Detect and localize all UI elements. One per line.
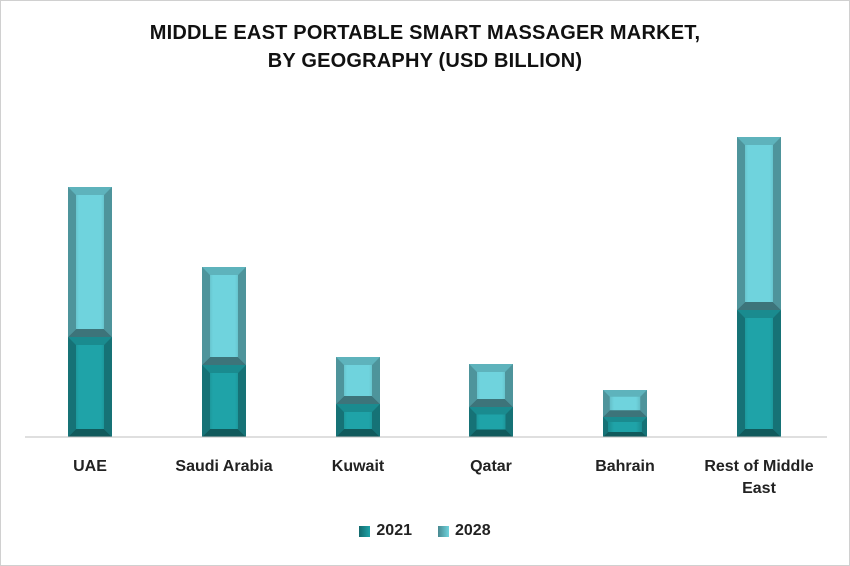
bar-bevel-right: [104, 187, 112, 337]
legend: 2021 2028: [1, 522, 849, 540]
legend-swatch-2021: [359, 525, 371, 537]
bar-bevel-right: [104, 337, 112, 437]
bar-bevel-bottom: [603, 410, 647, 417]
x-tick-label-bahrain: Bahrain: [595, 458, 655, 475]
x-tick-label-qatar: Qatar: [470, 458, 512, 475]
legend-item-2021: 2021: [359, 522, 412, 540]
bar-2028-kuwait: [336, 357, 380, 404]
bar-bevel-top: [68, 337, 112, 345]
bar-bevel-bottom: [202, 429, 246, 437]
x-tick-label-uae: UAE: [73, 458, 107, 475]
bar-bevel-right: [773, 137, 781, 310]
bar-2028-saudi-arabia: [202, 267, 246, 365]
bar-bevel-bottom: [336, 396, 380, 404]
bar-bevel-left: [68, 187, 76, 337]
bar-2021-bahrain: [603, 417, 647, 437]
bar-bevel-bottom: [469, 429, 513, 437]
bar-bevel-top: [737, 137, 781, 145]
bar-bevel-right: [773, 310, 781, 437]
chart-title-line-1: MIDDLE EAST PORTABLE SMART MASSAGER MARK…: [149, 22, 701, 44]
bar-2028-uae: [68, 187, 112, 337]
legend-item-2028: 2028: [438, 522, 491, 540]
bar-bevel-left: [603, 417, 608, 437]
bar-bevel-left: [737, 137, 745, 310]
bar-bevel-bottom: [202, 357, 246, 365]
bar-2021-kuwait: [336, 404, 380, 437]
bar-bevel-top: [336, 404, 380, 412]
bars-layer: [68, 137, 781, 437]
bar-bevel-bottom: [68, 329, 112, 337]
bar-bevel-left: [202, 267, 210, 365]
bar-bevel-bottom: [336, 429, 380, 437]
bar-2028-qatar: [469, 364, 513, 407]
bar-bevel-left: [469, 364, 477, 407]
bar-bevel-left: [202, 365, 210, 437]
legend-label-2028: 2028: [455, 522, 491, 539]
bar-2028-rest-of-middle-east: [737, 137, 781, 310]
bar-bevel-bottom: [68, 429, 112, 437]
bar-bevel-right: [505, 407, 513, 437]
bar-bevel-right: [372, 357, 380, 404]
x-tick-label-saudi-arabia: Saudi Arabia: [175, 458, 272, 475]
bar-bevel-top: [469, 407, 513, 415]
bar-bevel-top: [603, 417, 647, 422]
bar-bevel-top: [202, 267, 246, 275]
bar-2028-bahrain: [603, 390, 647, 417]
bar-bevel-right: [505, 364, 513, 407]
bar-bevel-top: [336, 357, 380, 365]
x-tick-labels: UAE Saudi Arabia Kuwait Qatar Bahrain Rest of…: [73, 458, 814, 497]
bar-bevel-right: [640, 390, 647, 417]
bar-bevel-bottom: [469, 399, 513, 407]
x-tick-label-rest-of-middle-east: Rest of Middle East: [704, 458, 813, 497]
bar-bevel-left: [336, 357, 344, 404]
bar-bevel-right: [372, 404, 380, 437]
bar-bevel-right: [238, 267, 246, 365]
chart-title-line-2: BY GEOGRAPHY (USD BILLION): [267, 50, 583, 72]
bar-2021-rest-of-middle-east: [737, 310, 781, 437]
bar-bevel-left: [737, 310, 745, 437]
bar-bevel-left: [603, 390, 610, 417]
bar-2021-qatar: [469, 407, 513, 437]
bar-bevel-right: [642, 417, 647, 437]
bar-2021-uae: [68, 337, 112, 437]
bar-bevel-top: [202, 365, 246, 373]
bar-bevel-top: [603, 390, 647, 397]
bar-bevel-bottom: [603, 432, 647, 437]
bar-bevel-left: [336, 404, 344, 437]
x-tick-label-kuwait: Kuwait: [332, 458, 385, 475]
bar-bevel-bottom: [737, 429, 781, 437]
bar-bevel-top: [68, 187, 112, 195]
legend-label-2021: 2021: [376, 522, 412, 539]
bar-bevel-top: [737, 310, 781, 318]
bar-bevel-bottom: [737, 302, 781, 310]
bar-bevel-top: [469, 364, 513, 372]
bar-bevel-left: [469, 407, 477, 437]
chart-title: MIDDLE EAST PORTABLE SMART MASSAGER MARK…: [1, 19, 849, 75]
bar-bevel-right: [238, 365, 246, 437]
bar-bevel-left: [68, 337, 76, 437]
legend-swatch-2028: [438, 525, 449, 537]
bar-2021-saudi-arabia: [202, 365, 246, 437]
